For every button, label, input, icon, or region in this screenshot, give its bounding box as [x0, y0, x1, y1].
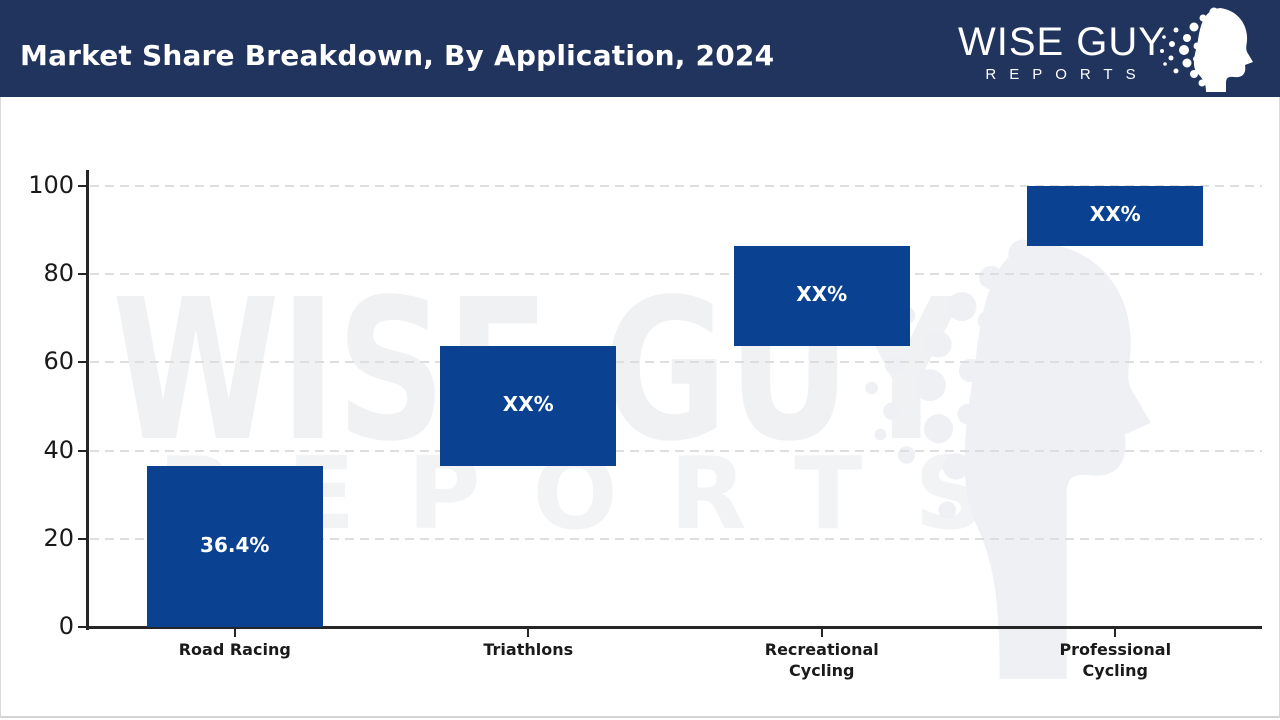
bar-value-label-road-racing: 36.4%	[200, 532, 270, 557]
gridline-80	[90, 273, 1262, 276]
x-tick-label-road-racing: Road Racing	[178, 640, 291, 659]
y-tick-label-20: 20	[43, 523, 74, 552]
page-title: Market Share Breakdown, By Application, …	[20, 39, 775, 72]
header-bar: Market Share Breakdown, By Application, …	[0, 0, 1280, 97]
x-tick-professional-cycling	[1114, 629, 1117, 637]
y-tick-40	[78, 449, 86, 452]
x-tick-label-triathlons: Triathlons	[483, 640, 574, 659]
y-tick-label-40: 40	[43, 435, 74, 464]
gridline-20	[90, 537, 1262, 540]
y-tick-label-80: 80	[43, 259, 74, 288]
x-axis-line	[86, 626, 1262, 629]
gridline-60	[90, 361, 1262, 364]
logo-text: WISE GUY REPORTS	[958, 22, 1166, 82]
bar-triathlons[interactable]	[440, 346, 617, 467]
bar-professional-cycling[interactable]	[1027, 186, 1204, 246]
logo-wordmark: WISE GUY	[957, 19, 1166, 64]
wise-guy-logo: WISE GUY REPORTS	[958, 2, 1266, 96]
y-tick-label-100: 100	[28, 171, 74, 199]
chart-canvas: WISE GUY REPORTS 0 20 40 60 80 100 36.4% Road R…	[0, 97, 1280, 720]
y-tick-80	[78, 273, 86, 276]
logo-face-icon	[1156, 2, 1266, 96]
bar-value-label-professional-cycling: XX%	[1089, 201, 1141, 226]
y-tick-0	[78, 626, 86, 628]
gridline-40	[90, 449, 1262, 452]
bar-value-label-triathlons: XX%	[502, 392, 554, 417]
bar-road-racing[interactable]	[146, 466, 323, 627]
x-tick-label-recreational-cycling: Recreational Cycling	[764, 640, 879, 680]
x-tick-road-racing	[233, 629, 236, 637]
y-tick-100	[78, 185, 86, 187]
y-tick-20	[78, 537, 86, 540]
x-tick-label-professional-cycling: Professional Cycling	[1059, 640, 1172, 680]
y-tick-label-0: 0	[58, 612, 74, 640]
x-tick-recreational-cycling	[820, 629, 823, 637]
y-axis-line	[86, 170, 89, 630]
bar-recreational-cycling[interactable]	[733, 245, 910, 347]
logo-subtitle: REPORTS	[985, 65, 1149, 83]
gridline-100	[90, 185, 1262, 187]
y-tick-label-60: 60	[43, 347, 74, 376]
bar-value-label-recreational-cycling: XX%	[796, 282, 848, 307]
y-tick-60	[78, 361, 86, 364]
x-tick-triathlons	[527, 629, 530, 637]
